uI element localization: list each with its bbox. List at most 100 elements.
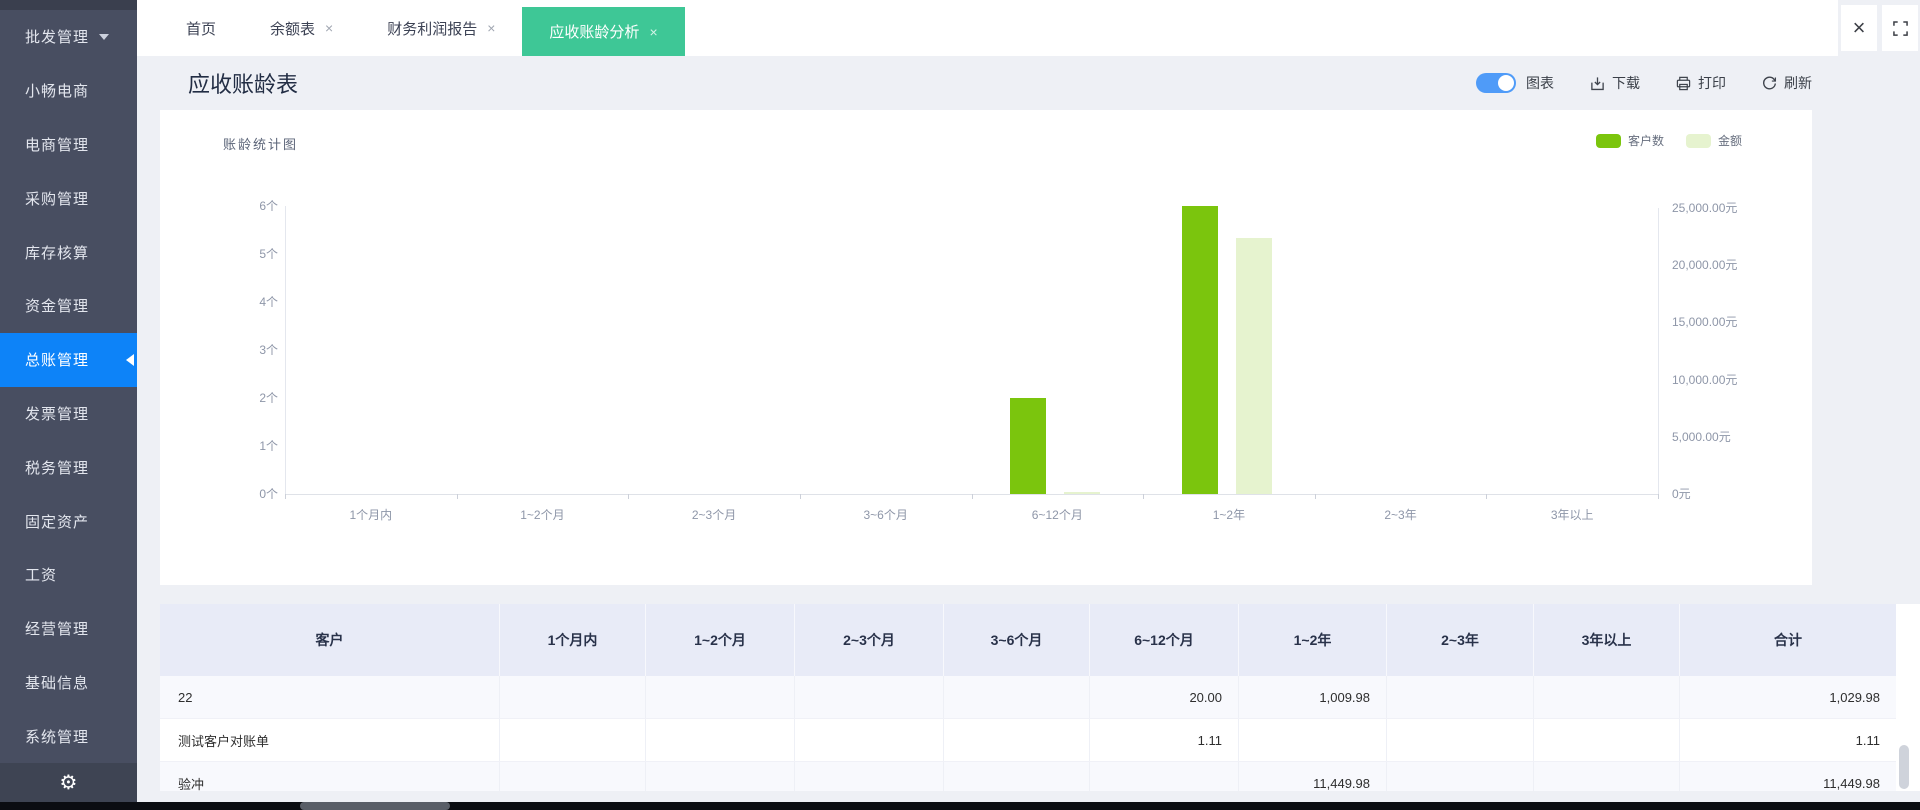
sidebar-item-8[interactable]: 税务管理 [0, 440, 137, 494]
amount-cell [500, 762, 646, 791]
sidebar-item-10[interactable]: 工资 [0, 548, 137, 602]
x-axis-category-label: 1个月内 [349, 508, 393, 522]
column-header-4: 3~6个月 [944, 604, 1090, 676]
sidebar-item-label: 采购管理 [25, 190, 90, 208]
x-axis-tick [971, 494, 973, 499]
x-axis-category-label: 2~3年 [1384, 508, 1417, 522]
sidebar-item-1[interactable]: 小畅电商 [0, 64, 137, 118]
amount-cell [1239, 719, 1387, 761]
x-axis-category-label: 3~6个月 [863, 508, 908, 522]
sidebar-item-label: 固定资产 [25, 513, 90, 531]
legend-item-1[interactable]: 金额 [1685, 132, 1742, 149]
amount-cell: 20.00 [1090, 676, 1239, 718]
y-right-tick-label: 15,000.00元 [1672, 315, 1738, 330]
x-axis-category-label: 2~3个月 [691, 508, 737, 522]
sidebar-item-label: 总账管理 [25, 352, 90, 370]
y-left-tick-label: 5个 [259, 247, 278, 261]
print-button[interactable]: 打印 [1676, 73, 1726, 93]
sidebar-top-strip [0, 0, 137, 10]
fullscreen-icon [1892, 20, 1908, 36]
sidebar-item-13[interactable]: 系统管理 [0, 709, 137, 763]
sidebar-item-label: 电商管理 [25, 136, 90, 154]
sidebar-item-9[interactable]: 固定资产 [0, 494, 137, 548]
tab-bar: 首页 余额表 × 财务利润报告 × 应收账龄分析 × × [137, 0, 1920, 56]
vertical-scrollbar[interactable] [1896, 604, 1920, 791]
chart-legend: 客户数 金额 [1595, 132, 1742, 149]
legend-label: 金额 [1717, 134, 1742, 148]
sidebar-item-label: 系统管理 [25, 728, 90, 746]
tab-label: 首页 [186, 20, 217, 38]
amount-cell [1090, 762, 1239, 791]
x-axis-tick [285, 494, 286, 499]
column-header-5: 6~12个月 [1090, 604, 1239, 676]
tab-label: 财务利润报告 [387, 20, 478, 38]
amount-cell [646, 719, 795, 761]
amount-cell [1534, 762, 1680, 791]
table-header-row: 客户 1个月内 1~2个月 2~3个月 3~6个月 6~12个月 1~2年 2~3年 3年以上 合… [160, 604, 1896, 676]
toggle-knob [1498, 75, 1514, 91]
sidebar-item-5[interactable]: 资金管理 [0, 279, 137, 333]
tab-3[interactable]: 应收账龄分析 × [522, 7, 685, 56]
amount-cell [944, 762, 1090, 791]
sidebar-item-6[interactable]: 总账管理 [0, 332, 137, 387]
amount-cell: 1,029.98 [1829, 689, 1880, 705]
x-axis-tick [628, 494, 630, 499]
amount-cell [1534, 719, 1680, 761]
sidebar-item-11[interactable]: 经营管理 [0, 602, 137, 656]
legend-swatch [1595, 133, 1621, 148]
tab-close-icon[interactable]: × [487, 20, 496, 36]
sidebar-item-12[interactable]: 基础信息 [0, 656, 137, 710]
column-header-0: 客户 [160, 604, 500, 676]
sidebar-item-label: 基础信息 [25, 674, 90, 692]
y-right-tick-label: 10,000.00元 [1672, 372, 1738, 387]
tab-close-icon[interactable]: × [325, 20, 334, 36]
aging-table: 客户 1个月内 1~2个月 2~3个月 3~6个月 6~12个月 1~2年 2~3年 3年以上 合… [160, 604, 1896, 791]
chart-view-toggle[interactable] [1476, 73, 1516, 93]
sidebar-item-0[interactable]: 批发管理 [0, 10, 137, 64]
sidebar-item-7[interactable]: 发票管理 [0, 387, 137, 441]
x-axis-category-label: 1~2年 [1212, 508, 1246, 522]
page-title: 应收账龄表 [188, 72, 299, 97]
horizontal-scrollbar-thumb[interactable] [300, 802, 450, 810]
customer-name-cell: 测试客户对账单 [160, 719, 500, 761]
main-area: 首页 余额表 × 财务利润报告 × 应收账龄分析 × × 应收账龄表 图表 [137, 0, 1920, 810]
sidebar-item-4[interactable]: 库存核算 [0, 225, 137, 279]
y-left-tick-label: 3个 [259, 343, 278, 357]
sidebar-item-3[interactable]: 采购管理 [0, 171, 137, 225]
table-row-2[interactable]: 验冲 11,449.98 11,449.98 [160, 762, 1896, 791]
legend-item-0[interactable]: 客户数 [1595, 132, 1664, 149]
refresh-button[interactable]: 刷新 [1762, 73, 1812, 93]
settings-gear-icon[interactable]: ⚙ [59, 771, 78, 794]
customer-name-cell: 验冲 [160, 762, 500, 791]
y-left-tick-label: 2个 [259, 391, 278, 405]
table-row-0[interactable]: 22 20.00 1,009.98 1,029.98 [160, 676, 1896, 719]
tab-1[interactable]: 余额表 × [243, 0, 360, 56]
amount-cell [944, 676, 1090, 718]
y-left-tick-label: 0个 [259, 487, 278, 501]
x-axis-tick [1486, 494, 1488, 499]
refresh-icon [1763, 76, 1777, 89]
amount-cell [795, 676, 944, 718]
tab-close-icon[interactable]: × [649, 23, 658, 40]
print-label: 打印 [1698, 75, 1726, 91]
x-axis-tick [1658, 494, 1659, 499]
horizontal-scrollbar[interactable] [0, 802, 1920, 810]
amount-cell [1534, 676, 1680, 718]
x-axis-category-label: 1~2个月 [520, 508, 565, 522]
sidebar-item-2[interactable]: 电商管理 [0, 118, 137, 172]
amount-cell [1387, 719, 1534, 761]
print-icon [1676, 76, 1691, 90]
table-row-1[interactable]: 测试客户对账单 1.11 1.11 [160, 719, 1896, 762]
download-button[interactable]: 下载 [1590, 73, 1640, 93]
download-label: 下载 [1612, 75, 1640, 91]
tab-2[interactable]: 财务利润报告 × [360, 0, 522, 56]
amount-cell [646, 676, 795, 718]
tab-label: 应收账龄分析 [549, 24, 640, 41]
close-button[interactable]: × [1841, 5, 1877, 51]
y-right-tick-label: 25,000.00元 [1672, 201, 1738, 215]
vertical-scrollbar-thumb[interactable] [1899, 745, 1909, 789]
chart-title: 账龄统计图 [223, 137, 299, 152]
tab-0[interactable]: 首页 [159, 0, 243, 56]
fullscreen-button[interactable] [1882, 5, 1918, 51]
sidebar-item-label: 批发管理 [25, 29, 90, 47]
